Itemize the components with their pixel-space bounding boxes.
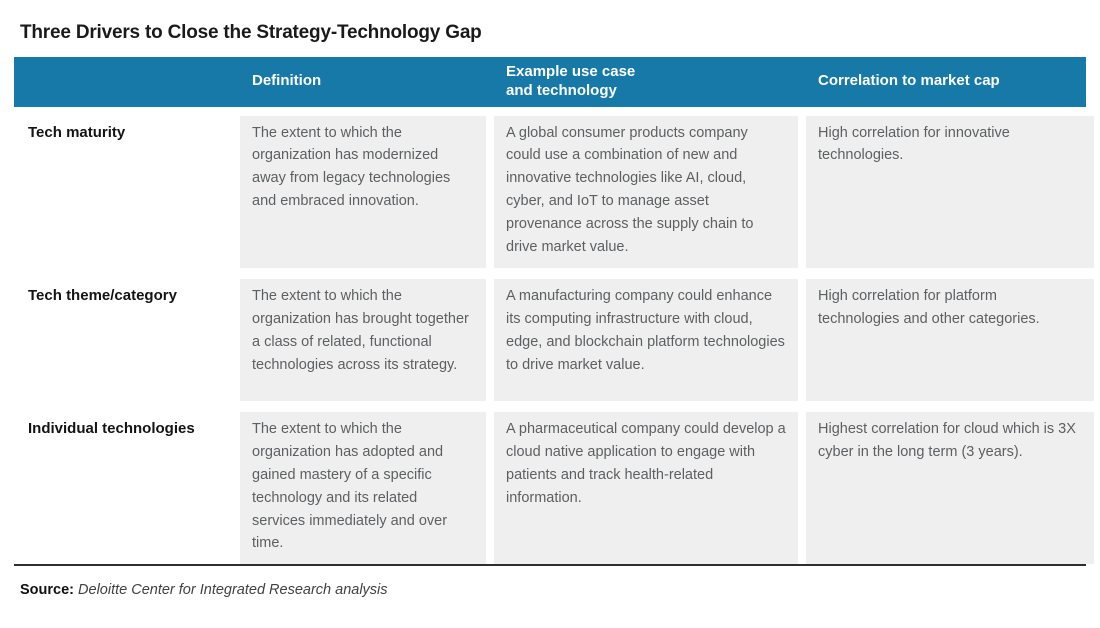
header-cell-definition: Definition (252, 72, 322, 90)
definition-cell: The extent to which the organization has… (240, 278, 486, 401)
example-cell: A manufacturing company could enhance it… (494, 278, 798, 401)
header-cell-correlation: Correlation to market cap (818, 72, 1000, 90)
figure-title: Three Drivers to Close the Strategy-Tech… (20, 22, 482, 43)
correlation-cell: High correlation for platform technologi… (806, 278, 1094, 401)
correlation-cell: Highest correlation for cloud which is 3… (806, 411, 1094, 565)
header-cell-blank (14, 76, 232, 88)
table-body: Tech maturity The extent to which the or… (14, 115, 1094, 567)
source-line: Source: Deloitte Center for Integrated R… (20, 582, 1080, 598)
row-label-tech-maturity: Tech maturity (14, 115, 232, 268)
drivers-table: Definition Example use case and technolo… (14, 57, 1094, 567)
example-cell: A global consumer products company could… (494, 115, 798, 268)
example-cell: A pharmaceutical company could develop a… (494, 411, 798, 565)
row-label-individual-technologies: Individual technologies (14, 411, 232, 565)
source-label: Source: (20, 582, 74, 599)
definition-cell: The extent to which the organization has… (240, 411, 486, 565)
correlation-cell: High correlation for innovative technolo… (806, 115, 1094, 268)
header-cell-example: Example use case and technology (506, 63, 636, 99)
definition-cell: The extent to which the organization has… (240, 115, 486, 268)
table-header-row: Definition Example use case and technolo… (14, 57, 1086, 107)
source-text: Deloitte Center for Integrated Research … (78, 582, 388, 599)
row-label-tech-theme-category: Tech theme/category (14, 278, 232, 401)
